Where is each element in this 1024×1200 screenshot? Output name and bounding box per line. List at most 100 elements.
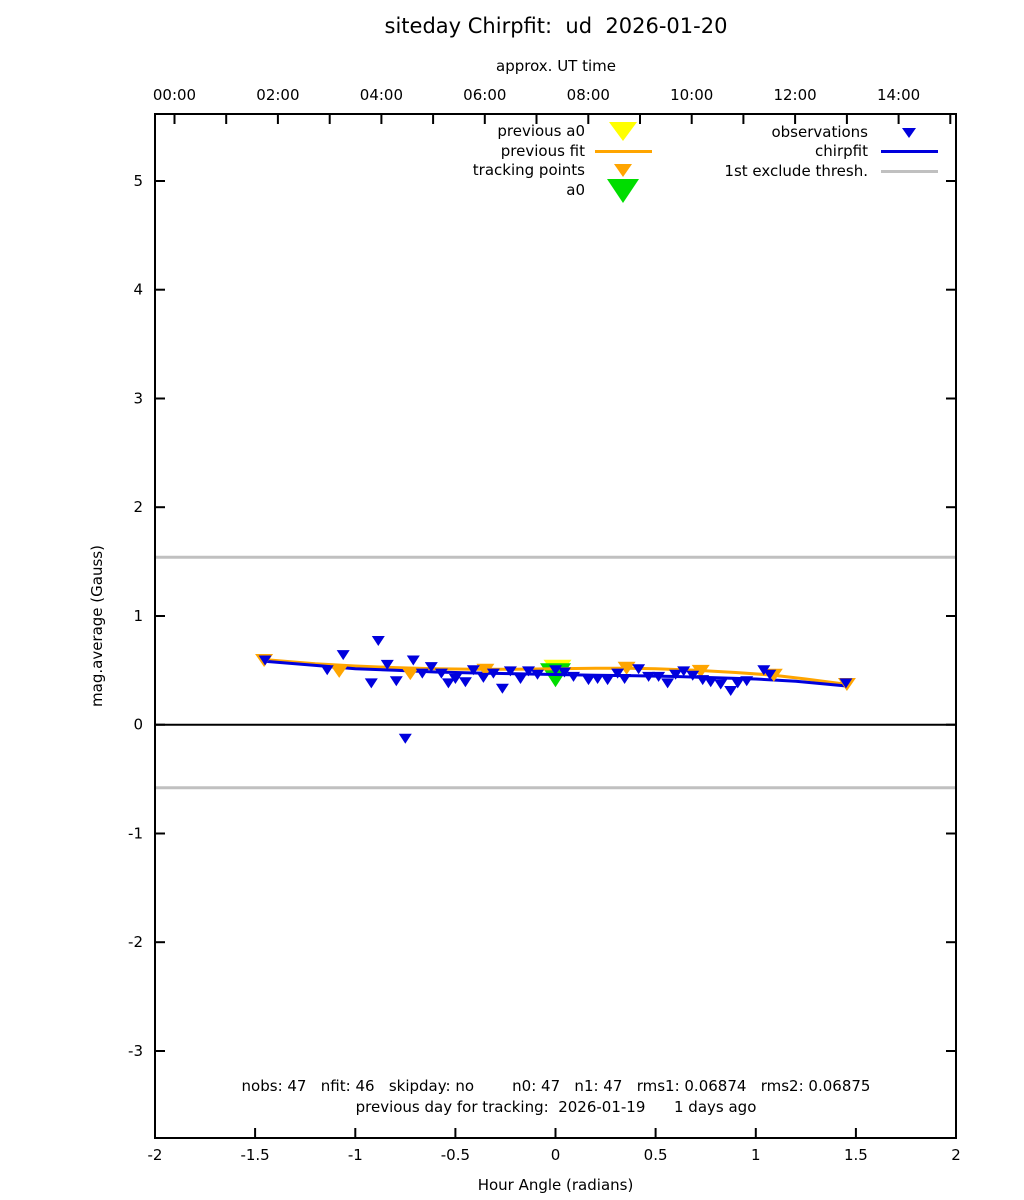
observation-marker: [476, 672, 490, 683]
tracking-point-marker: [330, 664, 349, 678]
stats-line-2: previous day for tracking: 2026-01-19 1 …: [355, 1098, 757, 1116]
chirpfit-legend-marker: [876, 142, 942, 161]
observation-marker: [495, 683, 509, 694]
x2-tick-label: 02:00: [256, 86, 299, 104]
y-tick-label: 5: [133, 172, 143, 190]
observation-marker: [591, 674, 605, 684]
tracking-points-legend-marker: [592, 161, 654, 180]
green-triangle-icon: [607, 178, 639, 203]
observation-marker: [441, 678, 455, 689]
y-tick-label: -1: [128, 825, 143, 843]
observation-marker: [522, 666, 535, 677]
legend-label-previous-a0: previous a0: [497, 122, 585, 140]
legend-label-previous-fit: previous fit: [500, 142, 585, 160]
plot-frame: [154, 113, 957, 1139]
blue-triangle-icon: [902, 127, 916, 138]
observation-marker: [486, 668, 500, 679]
tracking-point-marker: [691, 664, 710, 678]
observation-marker: [740, 676, 754, 687]
orange-line-icon: [594, 150, 652, 153]
x-tick-label: -0.5: [441, 1146, 470, 1164]
x-tick-label: 0: [551, 1146, 561, 1164]
observation-marker: [686, 670, 700, 681]
observation-marker: [371, 636, 385, 646]
x2-tick-label: 00:00: [153, 86, 196, 104]
observation-marker: [661, 678, 675, 689]
observation-marker: [677, 666, 691, 677]
observation-marker: [406, 655, 420, 666]
observation-marker: [724, 686, 738, 696]
observation-marker: [731, 678, 745, 689]
observation-marker: [567, 671, 580, 682]
observation-marker: [558, 667, 571, 678]
observation-marker: [652, 671, 666, 682]
legend-label-chirpfit: chirpfit: [815, 142, 868, 160]
observation-marker: [839, 678, 853, 689]
observation-marker: [380, 659, 394, 670]
previous-fit-legend-marker: [592, 142, 654, 161]
y-tick-label: 3: [133, 390, 143, 408]
gray-line-icon: [880, 170, 938, 173]
observation-marker: [514, 674, 527, 684]
x-tick-label: 1: [751, 1146, 761, 1164]
exclude-thresh-legend-marker: [876, 162, 942, 181]
x-tick-label: -1: [348, 1146, 363, 1164]
observation-marker: [642, 671, 656, 682]
observation-marker: [618, 674, 632, 684]
tracking-point-marker: [617, 661, 636, 675]
x-tick-label: 0.5: [644, 1146, 668, 1164]
observation-marker: [669, 669, 683, 680]
tracking-point-marker: [401, 667, 420, 681]
observation-marker: [424, 662, 438, 673]
x-tick-label: 2: [951, 1146, 961, 1164]
observation-marker: [458, 677, 472, 688]
observation-marker: [258, 655, 272, 666]
x2-tick-label: 06:00: [463, 86, 506, 104]
y-tick-label: 4: [133, 281, 143, 299]
y-tick-label: 2: [133, 498, 143, 516]
x-tick-label: -2: [148, 1146, 163, 1164]
legend-label-tracking-points: tracking points: [472, 161, 585, 179]
observation-marker: [434, 668, 448, 679]
observation-marker: [389, 676, 403, 687]
observation-marker: [531, 669, 544, 680]
observations-legend-marker: [876, 123, 942, 142]
observation-marker: [611, 668, 625, 679]
y-tick-label: 1: [133, 607, 143, 625]
observation-marker: [704, 677, 718, 688]
top-axis-label: approx. UT time: [496, 57, 616, 75]
previous-fit-line: [262, 658, 849, 686]
x-tick-label: -1.5: [240, 1146, 269, 1164]
observation-marker: [466, 665, 480, 676]
observation-marker: [601, 675, 615, 686]
observation-marker: [763, 669, 777, 680]
stats-line-1: nobs: 47 nfit: 46 skipday: no n0: 47 n1:…: [241, 1077, 871, 1095]
x-tick-label: 1.5: [844, 1146, 868, 1164]
x2-tick-label: 14:00: [877, 86, 920, 104]
observation-marker: [582, 675, 595, 686]
previous-a0-legend-marker: [592, 122, 654, 141]
legend-label-exclude-thresh: 1st exclude thresh.: [724, 162, 868, 180]
a0-legend-marker: [592, 178, 654, 203]
x2-tick-label: 12:00: [773, 86, 816, 104]
observation-marker: [503, 666, 517, 677]
x-axis-label: Hour Angle (radians): [478, 1176, 634, 1194]
observation-marker: [398, 733, 412, 744]
y-tick-label: -2: [128, 933, 143, 951]
y-axis-label: mag.average (Gauss): [88, 545, 106, 707]
x2-tick-label: 08:00: [567, 86, 610, 104]
observation-marker: [320, 665, 334, 676]
x2-tick-label: 04:00: [360, 86, 403, 104]
legend-label-a0: a0: [566, 181, 585, 199]
observation-marker: [364, 678, 378, 689]
observation-marker: [448, 674, 462, 684]
orange-triangle-icon: [614, 164, 632, 177]
chart-title: siteday Chirpfit: ud 2026-01-20: [384, 14, 728, 38]
y-tick-label: -3: [128, 1042, 143, 1060]
legend-label-observations: observations: [771, 123, 868, 141]
observation-marker: [714, 679, 728, 690]
blue-line-icon: [880, 150, 938, 153]
observation-marker: [336, 650, 350, 661]
